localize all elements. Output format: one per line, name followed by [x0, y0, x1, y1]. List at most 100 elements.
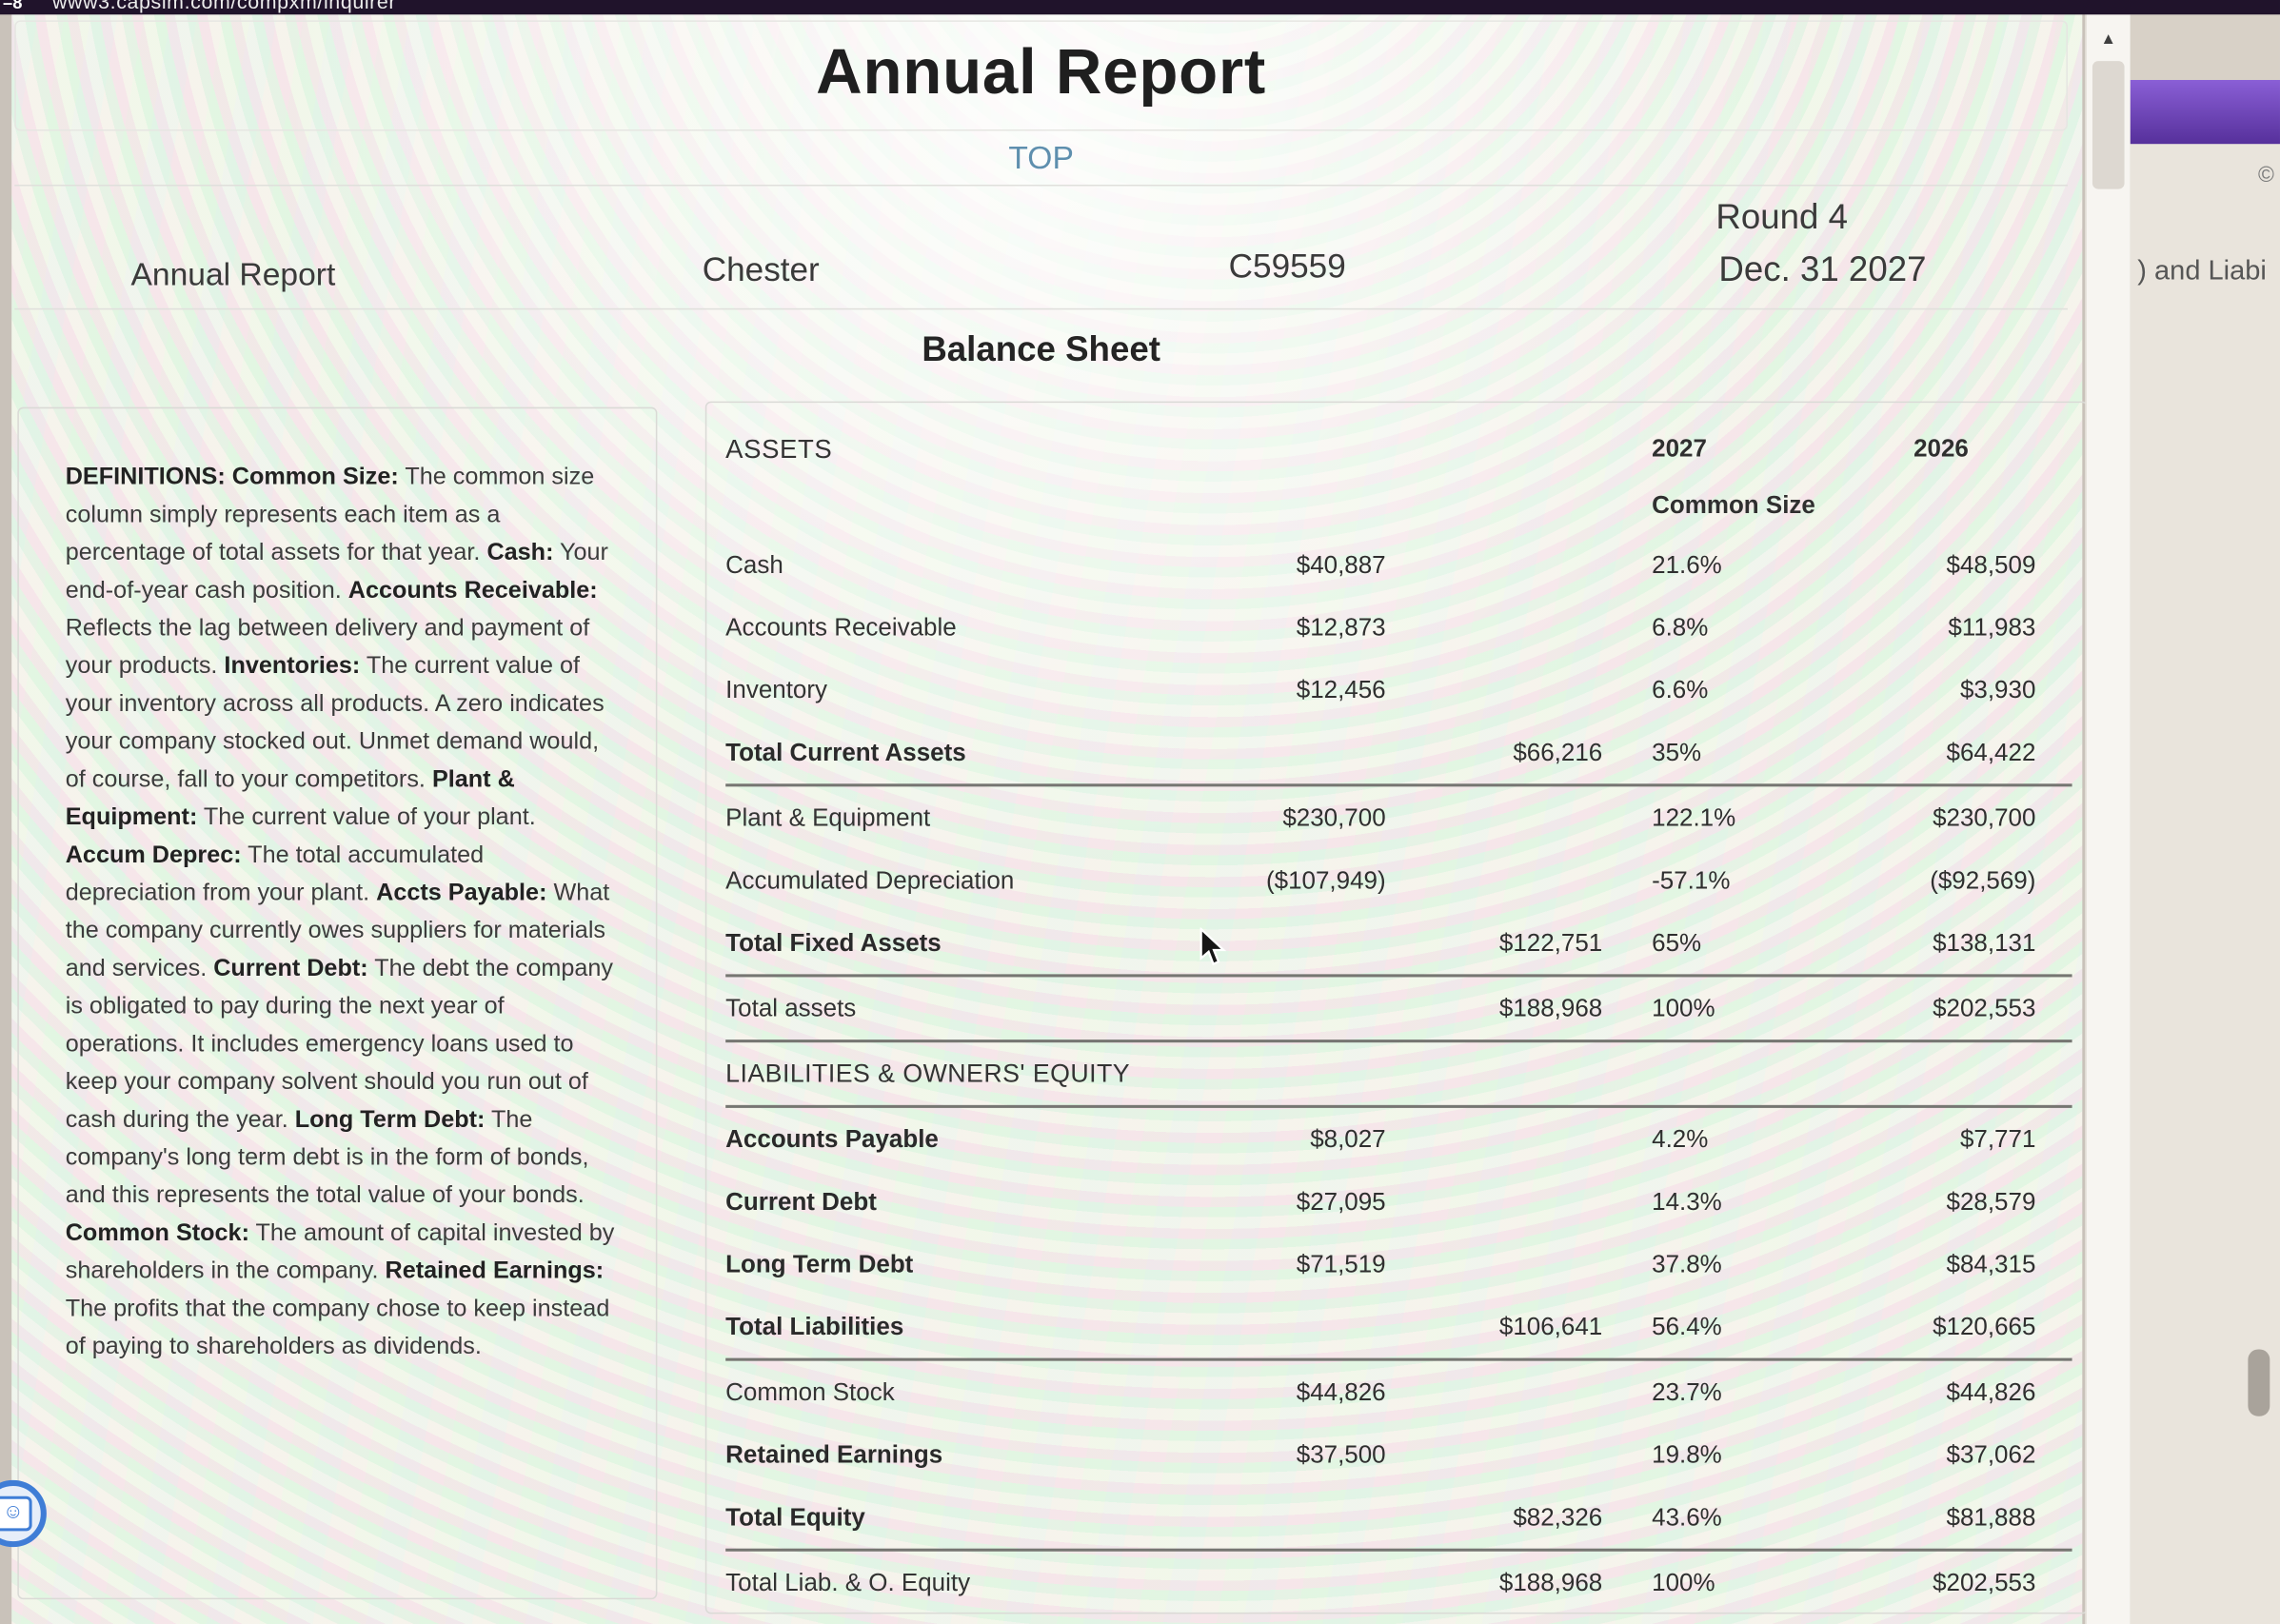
page-title: Annual Report — [816, 36, 1267, 109]
cell: 19.8% — [1652, 1439, 1722, 1468]
cell: $12,873 — [1296, 612, 1386, 641]
cell: Total Liabilities — [725, 1312, 904, 1340]
table-row: Total assets $188,968 100% $202,553 — [725, 977, 2072, 1043]
cell: 100% — [1652, 1568, 1715, 1596]
cell: $188,968 — [1498, 1568, 1603, 1596]
background-window-scrollbar-thumb[interactable] — [2248, 1349, 2270, 1416]
cell: $12,456 — [1296, 675, 1386, 703]
cell: Common Stock — [725, 1377, 895, 1406]
cell: $230,700 — [1282, 802, 1386, 831]
background-window-toolbar — [2130, 14, 2280, 81]
table-row: Cash $40,887 21.6% $48,509 — [725, 534, 2072, 597]
cell: 37.8% — [1652, 1249, 1722, 1277]
balance-sheet-table: ASSETS 2027 2026 Common Size Cash $40,887… — [704, 401, 2089, 1614]
table-row: Accounts Payable $8,027 4.2% $7,771 — [725, 1108, 2072, 1171]
cell: $8,027 — [1310, 1124, 1386, 1153]
table-row: Total Liabilities $106,641 56.4% $120,665 — [725, 1296, 2072, 1361]
cell: Total assets — [725, 993, 857, 1022]
section-row: LIABILITIES & OWNERS' EQUITY — [725, 1042, 2072, 1108]
cell: 43.6% — [1652, 1502, 1722, 1531]
company-code: C59559 — [1228, 247, 1346, 286]
table-row: Total Current Assets $66,216 35% $64,422 — [725, 722, 2072, 787]
cell: $120,665 — [1933, 1312, 2036, 1340]
table-row: Current Debt $27,095 14.3% $28,579 — [725, 1171, 2072, 1234]
cell: $28,579 — [1946, 1187, 2036, 1216]
cell: Retained Earnings — [725, 1439, 943, 1468]
cell: 100% — [1652, 993, 1715, 1022]
cell: $37,062 — [1946, 1439, 2036, 1468]
cell: $27,095 — [1296, 1187, 1386, 1216]
table-row: Plant & Equipment $230,700 122.1% $230,700 — [725, 786, 2072, 849]
cell: Total Fixed Assets — [725, 928, 942, 957]
report-date: Dec. 31 2027 — [1718, 249, 1927, 289]
cell: $81,888 — [1946, 1502, 2036, 1531]
copyright-icon: © — [2257, 163, 2274, 188]
year-current-header: 2027 — [1652, 434, 1707, 463]
window-control-fragment[interactable]: –8 — [3, 0, 23, 13]
year-prior-header: 2026 — [1913, 434, 1969, 463]
cell: Total Liab. & O. Equity — [725, 1568, 971, 1596]
table-row: Total Fixed Assets $122,751 65% $138,131 — [725, 912, 2072, 978]
title-band: Annual Report — [14, 20, 2068, 131]
cell: Accounts Receivable — [725, 612, 957, 641]
cell: -57.1% — [1652, 865, 1731, 894]
cell: 6.6% — [1652, 675, 1709, 703]
cell: Cash — [725, 550, 783, 579]
cell: $230,700 — [1933, 802, 2036, 831]
background-window-purple-banner — [2130, 80, 2280, 145]
chat-widget-button[interactable]: ☺ — [0, 1479, 47, 1548]
table-row: Long Term Debt $71,519 37.8% $84,315 — [725, 1233, 2072, 1296]
cell: $44,826 — [1946, 1377, 2036, 1406]
cell: Accumulated Depreciation — [725, 865, 1015, 894]
balance-sheet-rows: Cash $40,887 21.6% $48,509 Accounts Receivab… — [706, 534, 2087, 1614]
section-title: Balance Sheet — [922, 329, 1160, 369]
table-row: Inventory $12,456 6.6% $3,930 — [725, 659, 2072, 722]
report-header-band: Annual Report Chester C59559 Round 4 Dec… — [14, 187, 2068, 310]
table-row: Total Equity $82,326 43.6% $81,888 — [725, 1486, 2072, 1552]
cell: $202,553 — [1933, 1568, 2036, 1596]
cell: Long Term Debt — [725, 1249, 914, 1277]
table-header-row: ASSETS 2027 2026 — [725, 420, 2072, 478]
cell: 122.1% — [1652, 802, 1736, 831]
cell: 65% — [1652, 928, 1702, 957]
cell: $188,968 — [1498, 993, 1603, 1022]
cell: $11,983 — [1948, 612, 2036, 641]
cell: $202,553 — [1933, 993, 2036, 1022]
cell: $106,641 — [1498, 1312, 1603, 1340]
address-bar-url[interactable]: www3.capsim.com/compxm/inquirer — [51, 0, 397, 13]
chat-smiley-icon: ☺ — [0, 1495, 32, 1532]
table-subheader-row: Common Size — [725, 479, 2072, 534]
cell: ($107,949) — [1266, 865, 1386, 894]
definitions-text: DEFINITIONS: Common Size: The common siz… — [65, 464, 615, 1360]
cell: $40,887 — [1296, 550, 1386, 579]
cell: Accounts Payable — [725, 1124, 939, 1153]
cell: $3,930 — [1959, 675, 2036, 703]
definitions-panel: DEFINITIONS: Common Size: The common siz… — [17, 406, 658, 1600]
cell: Current Debt — [725, 1187, 877, 1216]
cell: $122,751 — [1498, 928, 1603, 957]
round-label: Round 4 — [1715, 197, 1848, 237]
table-row: Accumulated Depreciation ($107,949) -57.1%… — [725, 849, 2072, 912]
cell: $66,216 — [1513, 738, 1603, 766]
cell: $71,519 — [1296, 1249, 1386, 1277]
scrollbar-up-icon[interactable]: ▲ — [2100, 30, 2117, 49]
cell: $44,826 — [1296, 1377, 1386, 1406]
cell: 6.8% — [1652, 612, 1709, 641]
table-row: Retained Earnings $37,500 19.8% $37,062 — [725, 1423, 2072, 1486]
cell: $48,509 — [1946, 550, 2036, 579]
cell: $138,131 — [1933, 928, 2036, 957]
cell: 35% — [1652, 738, 1702, 766]
cell: $84,315 — [1946, 1249, 2036, 1277]
annual-report-page: Annual Report TOP Annual Report Chester … — [11, 14, 2089, 1624]
cell: Total Current Assets — [725, 738, 966, 766]
top-link[interactable]: TOP — [1008, 139, 1074, 176]
background-window[interactable]: © ) and Liabi — [2130, 0, 2280, 1624]
scrollbar-thumb[interactable] — [2092, 61, 2125, 189]
cell: $7,771 — [1959, 1124, 2036, 1153]
scrollbar-track[interactable]: ▲ — [2085, 14, 2131, 1624]
cell: 4.2% — [1652, 1124, 1709, 1153]
assets-header: ASSETS — [725, 433, 833, 464]
cell: ($92,569) — [1930, 865, 2036, 894]
